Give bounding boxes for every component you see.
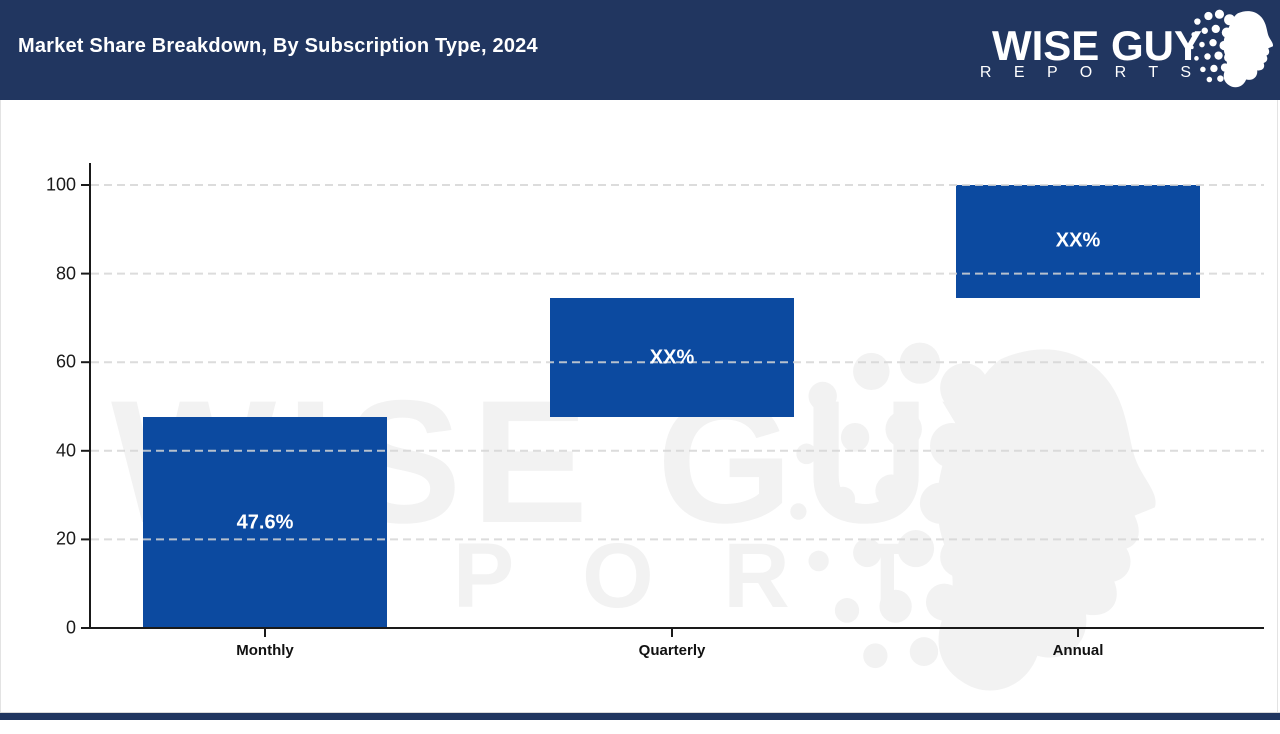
- footer-hairline: [0, 712, 1280, 713]
- dotted-head-profile-icon: [1190, 9, 1274, 88]
- header-band: Market Share Breakdown, By Subscription …: [0, 0, 1280, 100]
- y-tick-label: 0: [65, 617, 76, 638]
- y-tick-label: 40: [55, 440, 76, 461]
- y-tick-label: 80: [55, 263, 76, 284]
- y-tick-label: 60: [55, 351, 76, 372]
- x-tick-label-quarterly: Quarterly: [638, 642, 706, 659]
- bar-value-label: 47.6%: [236, 511, 294, 534]
- bar-quarterly: [550, 297, 794, 418]
- bar-annual: [956, 185, 1200, 298]
- x-tick-label-monthly: Monthly: [236, 642, 294, 659]
- y-tick-label: 100: [45, 174, 76, 195]
- bar-value-label: XX%: [649, 346, 695, 369]
- y-tick-label: 20: [55, 528, 76, 549]
- x-tick-label-annual: Annual: [1052, 642, 1104, 659]
- chart-canvas: WISE GUY R E P O R T S 0 20 40 60 80 100 47.6%…: [0, 100, 1278, 712]
- footer-strip: [0, 713, 1280, 720]
- logo-wordmark: WISE GUY: [991, 22, 1202, 69]
- bar-monthly: [143, 417, 387, 628]
- logo-subtext: R E P O R T S: [979, 64, 1200, 81]
- wiseguy-reports-logo: WISE GUY R E P O R T S: [980, 0, 1280, 100]
- page-title: Market Share Breakdown, By Subscription …: [18, 35, 538, 57]
- bar-value-label: XX%: [1055, 229, 1101, 252]
- watermark-head-profile-icon: [790, 342, 1156, 691]
